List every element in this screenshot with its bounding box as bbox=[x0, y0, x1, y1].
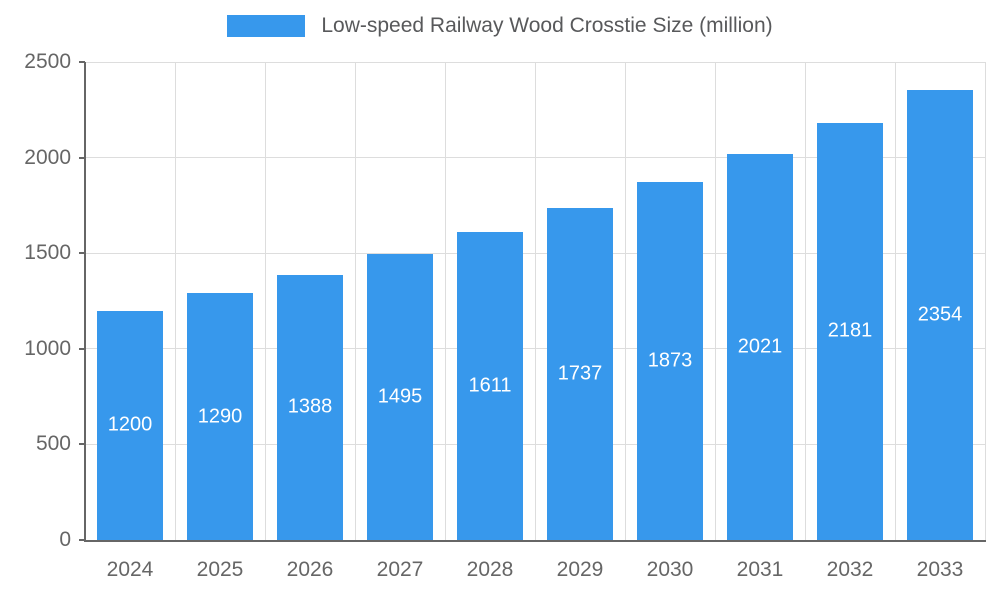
bar-value-label: 2181 bbox=[827, 319, 873, 342]
v-gridline bbox=[894, 62, 896, 540]
x-tick-label: 2030 bbox=[646, 558, 694, 581]
v-gridline bbox=[534, 62, 536, 540]
bar-value-label: 1873 bbox=[647, 349, 693, 372]
y-tick-mark bbox=[79, 252, 85, 255]
bar-value-label: 1737 bbox=[557, 362, 603, 385]
y-axis-line bbox=[84, 62, 86, 542]
bar-value-label: 2021 bbox=[737, 335, 783, 358]
v-gridline bbox=[354, 62, 356, 540]
y-tick-mark bbox=[79, 539, 85, 541]
y-tick-label: 1500 bbox=[24, 241, 71, 265]
bar bbox=[277, 274, 343, 540]
v-gridline bbox=[174, 62, 176, 540]
bar bbox=[187, 293, 253, 540]
x-axis-line bbox=[84, 540, 986, 542]
y-tick-mark bbox=[79, 156, 85, 159]
bar-value-label: 1495 bbox=[377, 385, 423, 408]
v-gridline bbox=[984, 62, 986, 540]
bar bbox=[547, 207, 613, 540]
bar bbox=[457, 231, 523, 540]
bar-value-label: 2354 bbox=[917, 303, 963, 326]
x-tick-label: 2024 bbox=[106, 558, 154, 581]
bar-value-label: 1611 bbox=[468, 374, 512, 397]
y-tick-mark bbox=[79, 61, 85, 63]
legend-label: Low-speed Railway Wood Crosstie Size (mi… bbox=[321, 14, 773, 37]
y-tick-label: 2500 bbox=[24, 50, 71, 73]
y-tick-label: 0 bbox=[59, 528, 71, 551]
bar bbox=[727, 153, 793, 540]
legend: Low-speed Railway Wood Crosstie Size (mi… bbox=[0, 12, 1000, 40]
v-gridline bbox=[264, 62, 266, 540]
bar bbox=[637, 181, 703, 540]
bar bbox=[907, 89, 973, 540]
y-tick-label: 1000 bbox=[24, 336, 71, 360]
bar bbox=[97, 310, 163, 540]
bar-value-label: 1388 bbox=[287, 395, 333, 418]
v-gridline bbox=[624, 62, 626, 540]
v-gridline bbox=[444, 62, 446, 540]
x-tick-label: 2031 bbox=[736, 558, 784, 581]
bar bbox=[367, 254, 433, 540]
bar-value-label: 1290 bbox=[197, 405, 243, 428]
x-tick-label: 2028 bbox=[466, 558, 514, 581]
x-tick-label: 2029 bbox=[556, 558, 604, 581]
bar bbox=[817, 122, 883, 540]
x-tick-label: 2025 bbox=[196, 558, 244, 581]
v-gridline bbox=[714, 62, 716, 540]
x-tick-label: 2033 bbox=[916, 558, 964, 581]
v-gridline bbox=[804, 62, 806, 540]
y-tick-mark bbox=[79, 347, 85, 350]
legend-swatch bbox=[227, 15, 306, 37]
x-tick-label: 2026 bbox=[286, 558, 334, 581]
y-tick-mark bbox=[79, 443, 85, 446]
y-tick-label: 500 bbox=[35, 432, 71, 456]
x-tick-label: 2032 bbox=[826, 558, 874, 581]
bar-value-label: 1200 bbox=[107, 413, 153, 436]
x-tick-label: 2027 bbox=[376, 558, 424, 581]
y-tick-label: 2000 bbox=[24, 145, 71, 169]
